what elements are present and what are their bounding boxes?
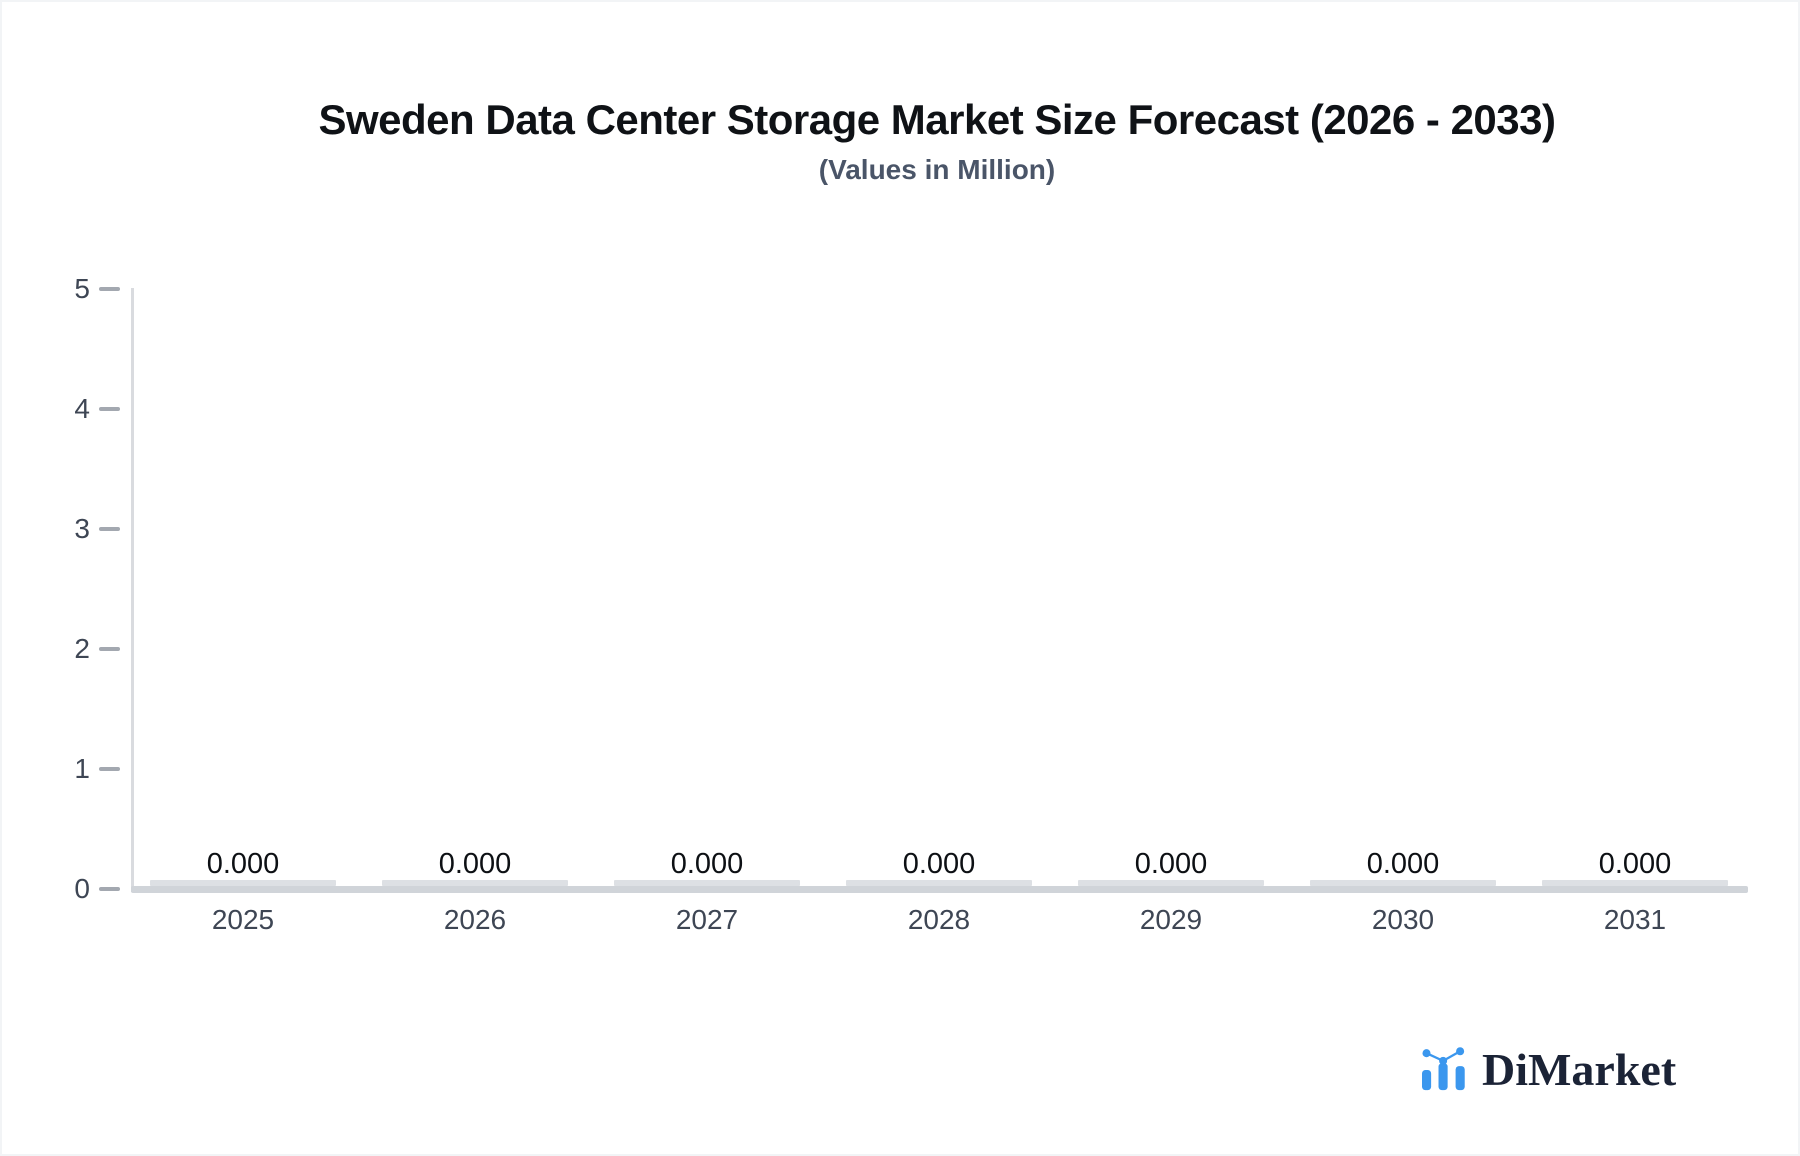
x-axis-tick-label: 2031: [1603, 904, 1667, 935]
bar-value-label: 0.000: [1598, 848, 1672, 880]
brand-name: DiMarket: [1482, 1044, 1677, 1095]
bar-value-label: 0.000: [1134, 848, 1208, 880]
bar[interactable]: [1310, 880, 1496, 886]
x-axis-tick-label: 2029: [1139, 904, 1203, 935]
y-axis-line: [131, 288, 134, 892]
bar-group: 0.000 2030: [1287, 848, 1519, 944]
y-axis-tick-mark: [99, 647, 120, 651]
bar-value-label: 0.000: [206, 848, 280, 880]
bar[interactable]: [614, 880, 800, 886]
bar-value-label: 0.000: [1366, 848, 1440, 880]
x-axis-tick-label: 2030: [1371, 904, 1435, 935]
bar[interactable]: [150, 880, 336, 886]
y-axis-tick-label: 3: [74, 513, 90, 544]
x-axis-tick-label: 2027: [675, 904, 739, 935]
bar-group: 0.000 2029: [1055, 848, 1287, 944]
bar[interactable]: [846, 880, 1032, 886]
bar-group: 0.000 2027: [591, 848, 823, 944]
x-axis-tick-label: 2025: [211, 904, 275, 935]
y-axis-tick-label: 0: [74, 873, 90, 904]
plot-area: 0.000 2025 0.000 2026 0.000 2027 0.000 2…: [127, 848, 1751, 944]
bar-group: 0.000 2026: [359, 848, 591, 944]
bar-chart-sparkline-icon: [1422, 1046, 1470, 1094]
bar-group: 0.000 2025: [127, 848, 359, 944]
y-axis-tick-mark: [99, 527, 120, 531]
chart-subtitle: (Values in Million): [818, 154, 1056, 185]
bar-group: 0.000 2031: [1519, 848, 1751, 944]
bar[interactable]: [1078, 880, 1264, 886]
x-axis-tick-label: 2028: [907, 904, 971, 935]
y-axis-tick-mark: [99, 767, 120, 771]
x-axis-tick-label: 2026: [443, 904, 507, 935]
brand-logo: DiMarket: [1422, 1044, 1676, 1096]
bar-value-label: 0.000: [438, 848, 512, 880]
y-axis-tick-label: 1: [74, 753, 90, 784]
y-axis-tick-label: 2: [74, 633, 90, 664]
bar-group: 0.000 2028: [823, 848, 1055, 944]
y-axis-tick-mark: [99, 887, 120, 891]
bar-value-label: 0.000: [670, 848, 744, 880]
bar[interactable]: [382, 880, 568, 886]
x-axis-line: [131, 886, 1748, 893]
y-axis-tick-mark: [99, 287, 120, 291]
y-axis-tick-label: 5: [74, 273, 90, 304]
chart-title: Sweden Data Center Storage Market Size F…: [318, 96, 1556, 143]
y-axis-tick-mark: [99, 407, 120, 411]
bar-value-label: 0.000: [902, 848, 976, 880]
y-axis-tick-label: 4: [74, 393, 90, 424]
bar[interactable]: [1542, 880, 1728, 886]
